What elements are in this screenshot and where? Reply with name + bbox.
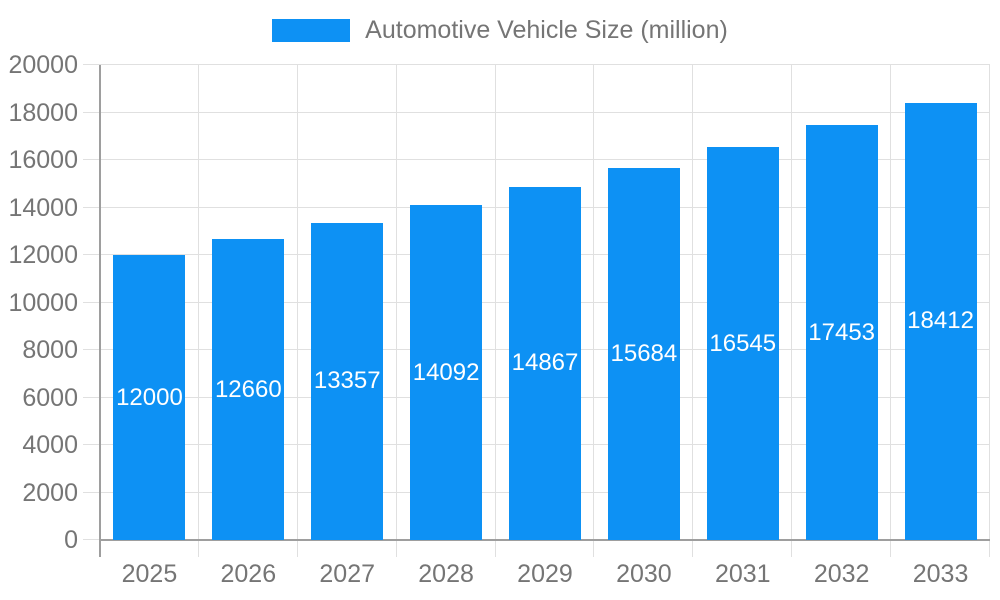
bar-value-label: 14867 [511,349,579,377]
x-axis-tick [791,540,793,557]
x-axis-tick [494,540,496,557]
y-axis-tick-label: 2000 [22,478,78,507]
bar [212,239,285,540]
x-axis-tick [395,540,397,557]
bar [113,255,186,540]
gridline-y [100,159,990,160]
gridline-x [197,65,199,540]
y-axis-tick-label: 20000 [8,51,78,79]
legend-swatch [272,18,351,42]
gridline-y [100,111,990,113]
x-axis-category-label: 2028 [418,560,474,588]
gridline-x [395,65,397,540]
bar-value-label: 12000 [116,383,183,411]
y-axis-tick [83,159,100,160]
bar-value-label: 18412 [907,307,974,335]
x-axis-category-label: 2032 [813,560,870,588]
y-axis-tick-label: 14000 [8,193,78,222]
x-axis-tick [989,540,990,557]
bar-value-label: 15684 [610,339,678,367]
x-axis-tick [890,540,892,557]
y-axis-tick-label: 18000 [8,98,78,127]
y-axis-tick-label: 16000 [8,146,78,174]
y-axis-tick [83,491,100,493]
y-axis-tick [83,111,100,113]
y-axis-tick [83,539,100,540]
bar-value-label: 12660 [214,375,282,403]
gridline-x [890,65,892,540]
bar [509,186,581,540]
gridline-x [494,65,496,540]
y-axis-tick-label: 4000 [22,431,78,459]
bar [904,102,977,540]
y-axis-tick [83,301,100,303]
x-axis-category-label: 2033 [912,560,969,588]
y-axis-tick-label: 12000 [8,241,78,269]
x-axis-line [100,539,990,541]
y-axis-tick [83,444,100,445]
x-axis-category-label: 2031 [714,560,771,588]
bar-value-label: 16545 [709,329,777,357]
x-axis-category-label: 2030 [616,560,672,588]
legend-label: Automotive Vehicle Size (million) [365,16,728,44]
y-axis-line [99,65,101,557]
y-axis-tick [83,206,100,208]
gridline-x [989,65,990,540]
bar-value-label: 17453 [808,318,876,346]
x-axis-tick [197,540,199,557]
legend[interactable]: Automotive Vehicle Size (million) [0,16,1000,44]
y-axis-tick-label: 6000 [22,383,78,412]
gridline-x [296,65,298,540]
bar [607,167,680,540]
x-axis-tick [296,540,298,557]
y-axis-tick [83,349,100,350]
y-axis-tick [83,396,100,398]
y-axis-tick-label: 10000 [8,288,78,317]
x-axis-category-label: 2029 [517,560,573,588]
gridline-x [791,65,793,540]
bar-value-label: 14092 [412,358,480,386]
bar [311,222,384,540]
bar-value-label: 13357 [313,367,381,395]
gridline-x [692,65,694,540]
y-axis-tick-label: 8000 [22,336,78,364]
x-axis-tick [692,540,694,557]
x-axis-category-label: 2027 [319,560,376,588]
x-axis-category-label: 2025 [121,560,178,588]
gridline-y [100,64,990,65]
y-axis-tick [83,254,100,255]
x-axis-category-label: 2026 [220,560,277,588]
bar [805,125,878,540]
y-axis-tick-label: 0 [64,526,78,554]
bar [410,205,483,540]
gridline-x [593,65,595,540]
y-axis-tick [83,64,100,65]
x-axis-tick [593,540,595,557]
bar [706,147,779,540]
